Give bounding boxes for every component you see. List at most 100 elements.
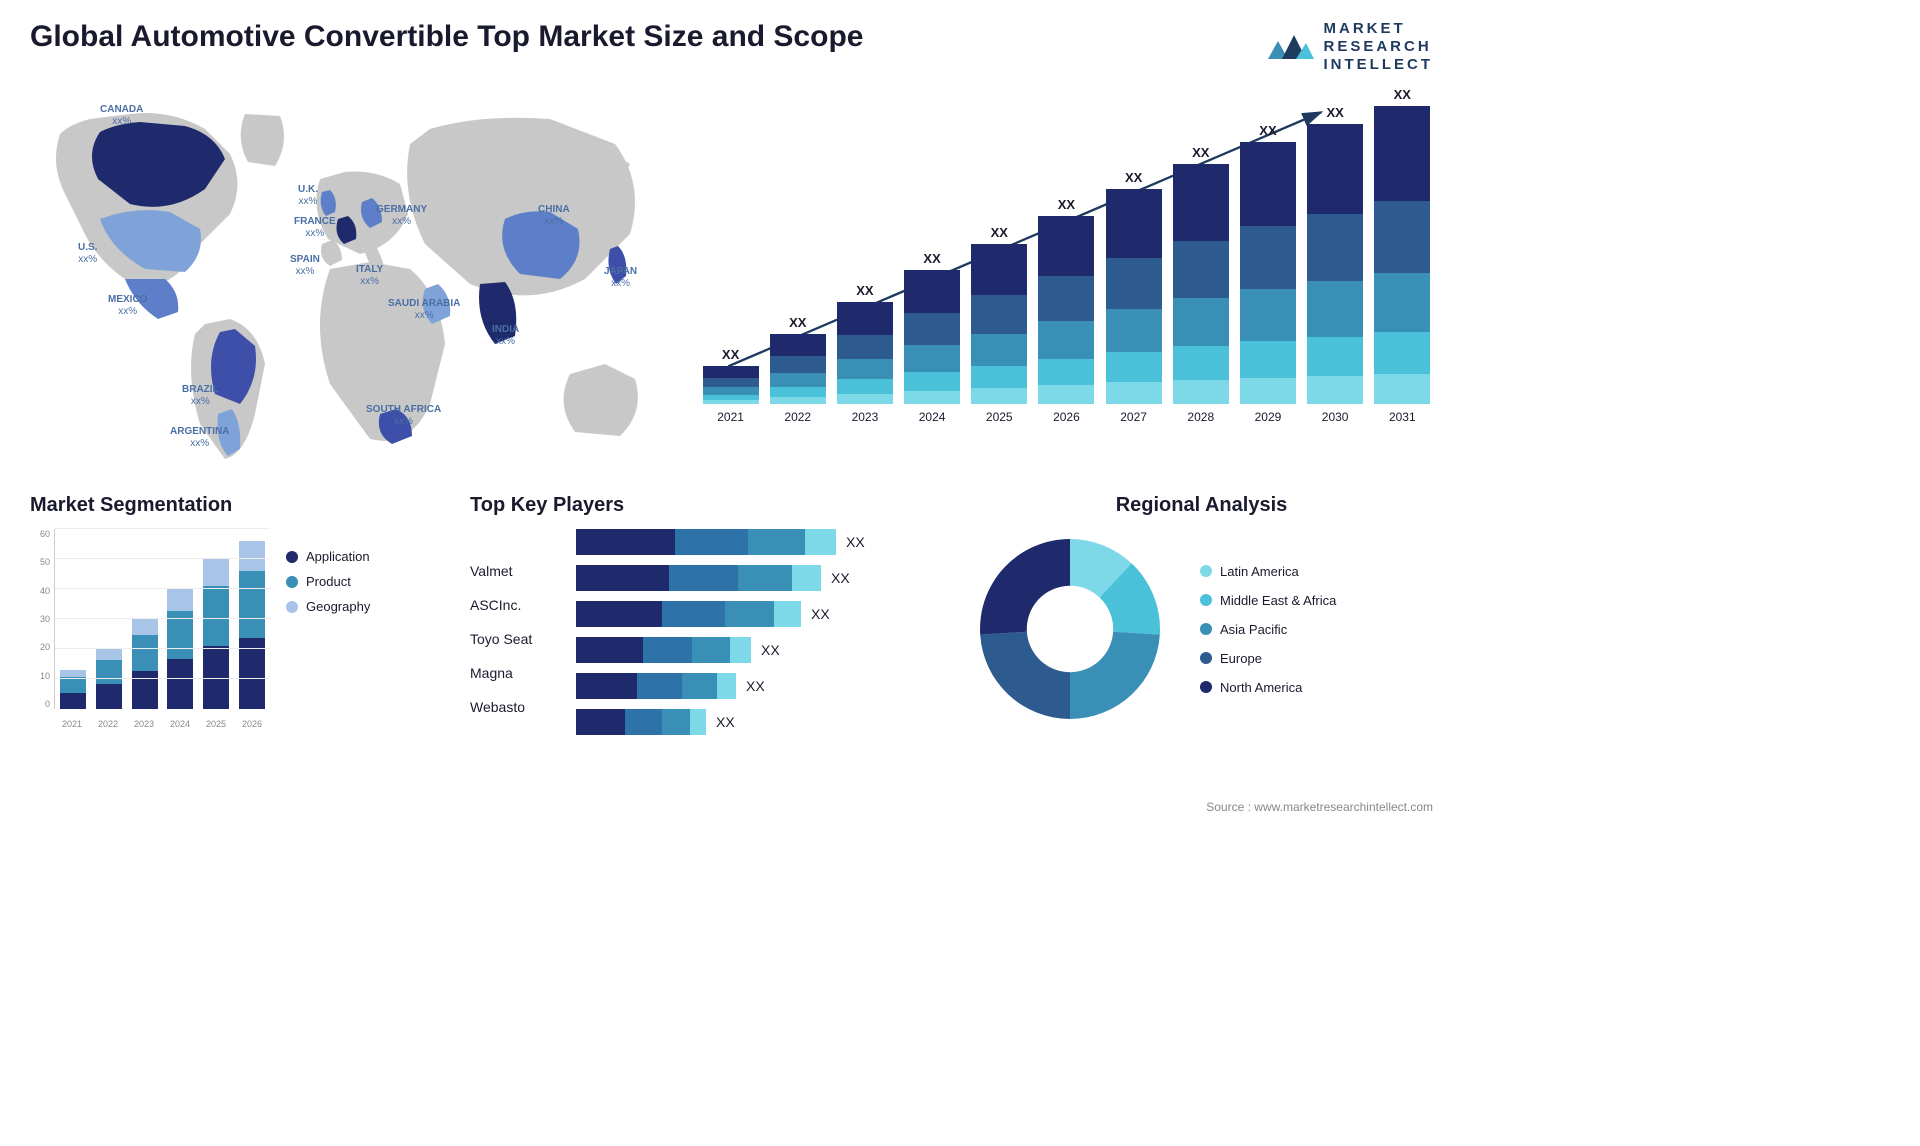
legend-dot — [1200, 565, 1212, 577]
growth-bar-segment — [1374, 273, 1430, 333]
seg-bar-segment — [239, 541, 265, 571]
regional-section: Regional Analysis Latin America Middle Ea… — [970, 494, 1433, 735]
player-name: Magna — [470, 665, 560, 681]
player-name: Webasto — [470, 699, 560, 715]
growth-bar-segment — [1374, 201, 1430, 273]
brand-logo: MARKET RESEARCH INTELLECT — [1266, 20, 1434, 74]
seg-bar-segment — [203, 559, 229, 586]
legend-item: Geography — [286, 599, 370, 614]
growth-bar-segment — [1106, 258, 1162, 310]
seg-gridline — [55, 558, 270, 559]
growth-bar-segment — [971, 334, 1027, 366]
growth-bar-segment — [1038, 321, 1094, 359]
legend-item: Application — [286, 549, 370, 564]
growth-bar-segment — [1173, 346, 1229, 380]
seg-gridline — [55, 648, 270, 649]
seg-bar-2026 — [239, 541, 265, 709]
donut-slice — [1070, 632, 1160, 719]
seg-xlabel: 2021 — [62, 719, 82, 729]
growth-bar-segment — [1307, 376, 1363, 404]
legend-label: Asia Pacific — [1220, 622, 1287, 637]
player-name: ASCInc. — [470, 597, 560, 613]
seg-bar-2022 — [96, 649, 122, 709]
map-label-india: INDIAxx% — [492, 324, 519, 348]
growth-bar-segment — [1374, 332, 1430, 374]
growth-bar-year-label: 2028 — [1187, 410, 1214, 424]
growth-bar-segment — [904, 345, 960, 372]
player-bar-segment — [717, 673, 736, 699]
legend-item: Middle East & Africa — [1200, 593, 1336, 608]
map-label-japan: JAPANxx% — [604, 266, 637, 290]
growth-bar-year-label: 2023 — [852, 410, 879, 424]
growth-bar-value-label: XX — [1125, 170, 1142, 185]
growth-bar-year-label: 2022 — [784, 410, 811, 424]
growth-bar-segment — [1240, 226, 1296, 289]
growth-bar-segment — [1173, 164, 1229, 241]
top-row: CANADAxx%U.S.xx%MEXICOxx%BRAZILxx%ARGENT… — [30, 84, 1433, 464]
player-bar-segment — [792, 565, 821, 591]
growth-bar-segment — [1307, 124, 1363, 214]
legend-dot — [286, 551, 298, 563]
player-bar-value: XX — [811, 606, 830, 622]
map-label-canada: CANADAxx% — [100, 104, 143, 128]
growth-bar-segment — [703, 387, 759, 395]
seg-xlabel: 2026 — [242, 719, 262, 729]
growth-bar-segment — [770, 334, 826, 356]
growth-bar-2027: XX2027 — [1106, 170, 1162, 424]
segmentation-chart: 0102030405060 202120222023202420252026 — [30, 529, 270, 729]
player-bar-segment — [576, 637, 643, 663]
growth-bar-2023: XX2023 — [837, 283, 893, 424]
growth-bar-value-label: XX — [1259, 123, 1276, 138]
growth-bar-value-label: XX — [722, 347, 739, 362]
legend-dot — [1200, 681, 1212, 693]
player-bar-segment — [637, 673, 682, 699]
player-bar-segment — [774, 601, 801, 627]
seg-ytick: 0 — [30, 699, 50, 709]
seg-ytick: 50 — [30, 557, 50, 567]
seg-bar-segment — [239, 571, 265, 638]
player-bar-segment — [576, 673, 637, 699]
growth-bar-segment — [904, 270, 960, 313]
seg-bar-segment — [96, 660, 122, 684]
player-bar-value: XX — [746, 678, 765, 694]
growth-bar-segment — [971, 244, 1027, 295]
seg-bar-segment — [96, 649, 122, 660]
legend-dot — [1200, 623, 1212, 635]
seg-ytick: 60 — [30, 529, 50, 539]
segmentation-legend: ApplicationProductGeography — [286, 529, 370, 729]
legend-dot — [286, 601, 298, 613]
legend-label: Latin America — [1220, 564, 1299, 579]
growth-bar-segment — [971, 366, 1027, 388]
growth-bar-2022: XX2022 — [770, 315, 826, 424]
player-bar-segment — [682, 673, 717, 699]
player-bar-segment — [692, 637, 731, 663]
players-title: Top Key Players — [470, 494, 930, 517]
growth-bar-year-label: 2025 — [986, 410, 1013, 424]
seg-bar-2021 — [60, 670, 86, 709]
player-bar-segment — [576, 601, 662, 627]
player-bar-segment — [576, 709, 625, 735]
seg-bar-2024 — [167, 589, 193, 709]
growth-bar-2026: XX 2026 — [1038, 197, 1094, 424]
player-bar-segment — [576, 565, 669, 591]
seg-bar-segment — [132, 671, 158, 709]
growth-bar-year-label: 2029 — [1255, 410, 1282, 424]
player-bar-value: XX — [761, 642, 780, 658]
legend-dot — [1200, 652, 1212, 664]
growth-bar-segment — [971, 295, 1027, 333]
map-label-brazil: BRAZILxx% — [182, 384, 219, 408]
seg-xlabel: 2023 — [134, 719, 154, 729]
growth-bar-value-label: XX — [923, 251, 940, 266]
player-bar-segment — [662, 709, 691, 735]
growth-bar-segment — [1307, 337, 1363, 376]
player-bar-row: XX — [576, 709, 930, 735]
growth-bar-value-label: XX — [1058, 197, 1075, 212]
growth-bar-value-label: XX — [1394, 87, 1411, 102]
regional-title: Regional Analysis — [970, 494, 1433, 517]
seg-xlabel: 2024 — [170, 719, 190, 729]
map-label-argentina: ARGENTINAxx% — [170, 426, 229, 450]
bottom-row: Market Segmentation 0102030405060 202120… — [30, 494, 1433, 735]
growth-bar-segment — [837, 335, 893, 359]
growth-bar-year-label: 2026 — [1053, 410, 1080, 424]
growth-bar-segment — [837, 394, 893, 404]
